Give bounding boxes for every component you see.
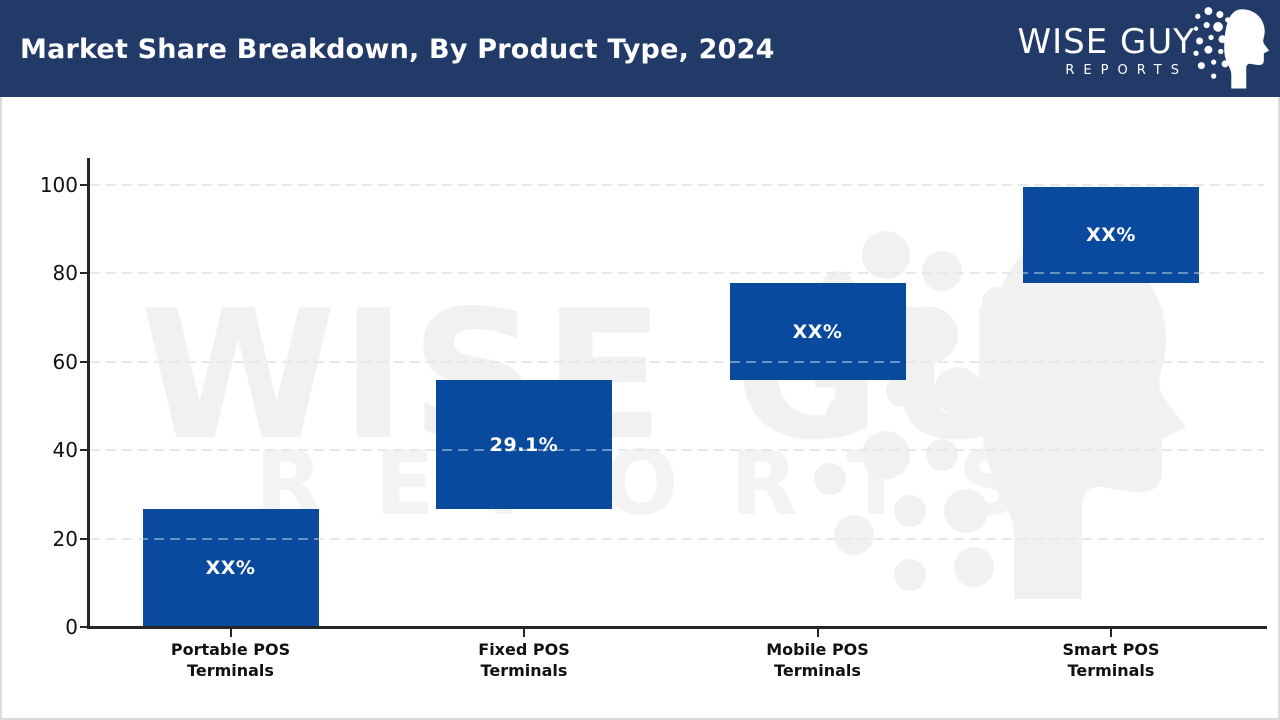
x-tick-mark [229,629,232,637]
y-tick-label: 20 [52,526,78,551]
y-tick-label: 80 [52,261,78,286]
bar-value-label: XX% [205,556,256,579]
category-label-line1: Portable POS [170,640,291,659]
brand-logo: WISE GUY REPORTS [1017,0,1270,97]
y-tick-label: 0 [65,615,78,639]
y-tick-mark [80,449,88,452]
x-tick-mark [1110,629,1112,637]
y-grid-line [90,184,1264,186]
y-grid-line-overlay [90,537,1264,540]
y-tick-mark [80,184,88,186]
y-grid-line-overlay [90,360,1264,363]
bar-segment: 29.1% [436,380,612,509]
y-grid-line [90,272,1264,275]
y-tick-label: 100 [39,173,78,197]
y-grid-line [90,449,1264,452]
bar-segment: XX% [1023,187,1199,283]
brand-subtitle: REPORTS [1065,63,1188,78]
bar-value-label: 29.1% [489,433,559,456]
x-tick-mark [816,629,819,637]
brand-head-icon [1193,7,1270,89]
y-tick-mark [80,626,88,628]
y-grid-line-overlay [90,272,1264,275]
y-tick-mark [80,272,88,275]
y-tick-label: 40 [52,438,78,463]
bar-value-label: XX% [1086,223,1136,246]
y-grid-line [90,360,1264,363]
category-label-line1: Mobile POS [766,640,869,659]
category-label-line1: Fixed POS [478,640,570,659]
page-title: Market Share Breakdown, By Product Type,… [20,34,775,65]
y-grid-line-overlay [90,184,1264,186]
bar-value-label: XX% [792,320,843,343]
category-label: Smart POS Terminals [981,639,1241,681]
y-tick-label: 60 [52,349,78,374]
y-grid-line-overlay [90,449,1264,452]
category-label-line2: Terminals [774,661,861,680]
x-axis-line [87,626,1267,629]
y-axis-spine [87,158,90,627]
y-grid-line [90,537,1264,540]
category-label: Mobile POS Terminals [688,639,948,681]
category-label-line2: Terminals [480,661,568,680]
bar-segment: XX% [729,282,906,381]
y-tick-mark [80,360,88,363]
category-label-line1: Smart POS [1062,640,1160,659]
brand-name: WISE GUY [1017,22,1195,62]
bar-segment: XX% [142,508,319,627]
category-label-line2: Terminals [187,661,274,680]
category-label: Portable POS Terminals [101,639,361,681]
header-band: Market Share Breakdown, By Product Type,… [0,0,1280,97]
y-tick-mark [80,537,88,540]
category-label: Fixed POS Terminals [394,639,654,681]
category-label-line2: Terminals [1067,661,1155,680]
x-tick-mark [523,629,525,637]
